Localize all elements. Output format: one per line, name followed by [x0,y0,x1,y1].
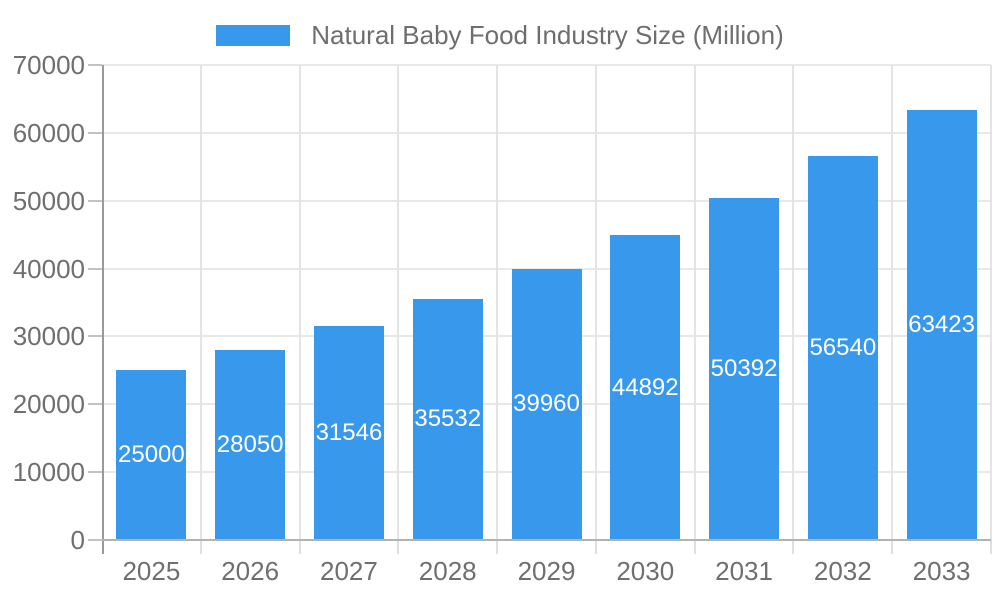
x-tick-label: 2033 [912,556,971,586]
bar[interactable] [807,156,878,540]
chart-legend: Natural Baby Food Industry Size (Million… [0,20,1000,51]
h-gridline [102,267,991,270]
bar[interactable] [313,325,384,540]
x-axis-tick [990,540,992,554]
v-gridline [693,65,696,540]
x-axis-tick [792,540,795,554]
y-axis-tick [88,64,102,66]
bar-value-label: 50392 [710,355,778,383]
x-axis-tick [298,540,301,554]
x-tick-label: 2031 [715,556,773,586]
x-tick-label: 2025 [122,556,181,586]
x-tick-label: 2030 [616,556,675,586]
bar[interactable] [906,109,977,540]
legend-swatch [216,25,291,46]
y-axis-tick [88,199,102,202]
y-axis-tick [88,131,102,134]
x-axis-tick [496,540,499,554]
legend-label: Natural Baby Food Industry Size (Million… [311,20,784,50]
x-tick-label: 2026 [221,556,280,586]
x-axis-tick [397,540,400,554]
bar-value-label: 39960 [513,390,580,418]
x-tick-label: 2032 [813,556,872,586]
y-axis-tick [88,403,102,406]
bar[interactable] [412,298,483,540]
y-tick-label: 0 [70,525,85,555]
bar-value-label: 56540 [809,334,877,362]
y-tick-label: 10000 [12,457,85,488]
y-axis-tick [88,335,102,338]
x-tick-label: 2029 [517,556,576,586]
y-tick-label: 50000 [12,185,85,216]
v-gridline [397,65,400,540]
bar-value-label: 63423 [908,310,975,338]
y-tick-label: 70000 [12,50,85,80]
bar[interactable] [610,235,681,540]
x-axis-tick [594,540,597,554]
bar-value-label: 31546 [315,418,383,446]
v-gridline [990,65,992,540]
bar-value-label: 25000 [118,441,185,469]
y-tick-label: 40000 [12,253,85,284]
x-axis-tick [199,540,202,554]
v-gridline [496,65,499,540]
y-axis-tick [88,267,102,270]
x-axis-baseline [102,539,991,541]
y-axis-tick [88,539,102,541]
h-gridline [102,131,991,134]
y-tick-label: 60000 [12,117,85,148]
bar-value-label: 28050 [216,430,284,458]
v-gridline [891,65,894,540]
v-gridline [594,65,597,540]
bar-value-label: 35532 [414,405,482,433]
y-axis-line [102,65,104,554]
v-gridline [298,65,301,540]
y-axis-tick [88,471,102,474]
y-tick-label: 20000 [12,389,85,420]
bar[interactable] [511,268,582,540]
x-axis-tick [693,540,696,554]
x-tick-label: 2028 [418,556,477,586]
y-tick-label: 30000 [12,321,85,352]
bar-value-label: 44892 [611,373,679,401]
h-gridline [102,199,991,202]
bar[interactable] [709,198,780,540]
v-gridline [792,65,795,540]
h-gridline [102,64,991,66]
bar[interactable] [215,349,286,540]
x-axis-tick [891,540,894,554]
x-tick-label: 2027 [320,556,378,586]
bar[interactable] [116,370,187,540]
v-gridline [199,65,202,540]
